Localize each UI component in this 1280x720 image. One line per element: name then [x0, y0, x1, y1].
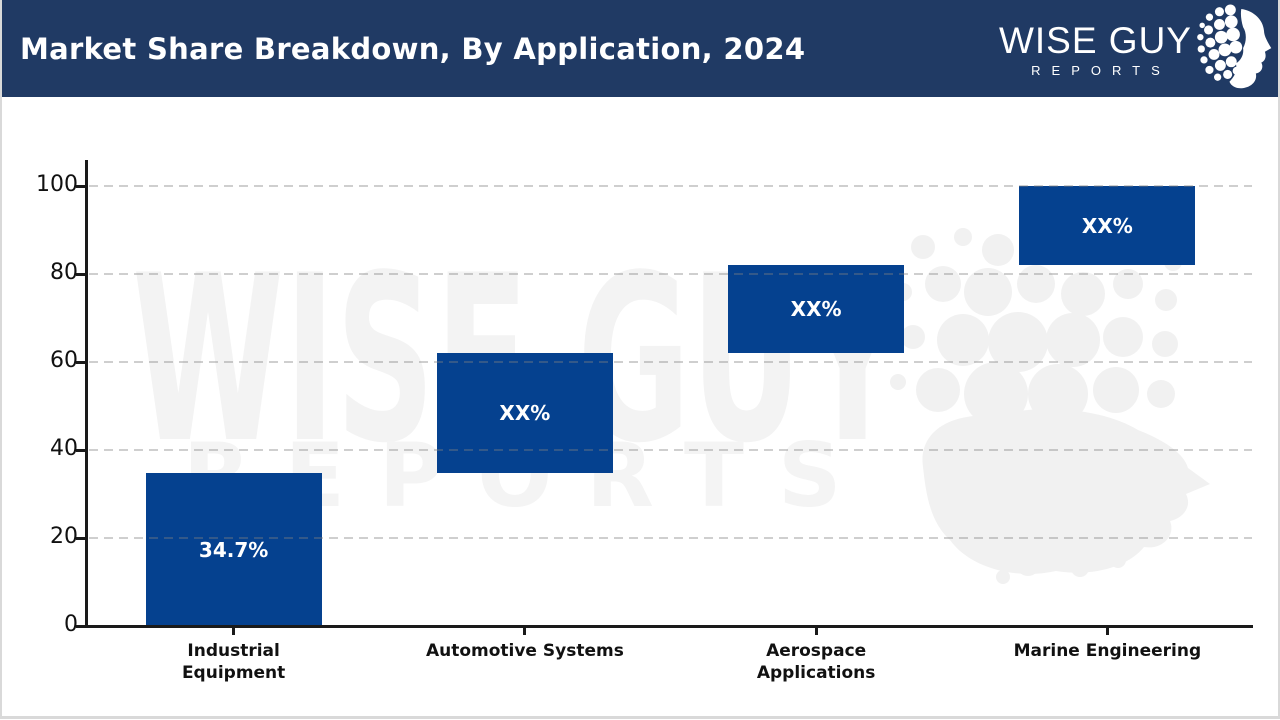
y-tick-label-80: 80 [50, 260, 78, 285]
y-tick-80 [76, 273, 85, 276]
gridline-40 [89, 449, 1252, 451]
bar-marine-engineering: XX% [1019, 186, 1196, 266]
x-tick-industrial-equipment [232, 627, 236, 635]
logo-name-text: WISE GUY [998, 19, 1192, 61]
y-tick-100 [76, 185, 85, 188]
wiseguy-logo: WISE GUY REPORTS [999, 3, 1274, 95]
y-tick-40 [76, 449, 85, 452]
bar-value-label: XX% [790, 297, 842, 322]
x-category-label-marine-engineering: Marine Engineering [1013, 641, 1202, 661]
y-tick-label-40: 40 [50, 436, 78, 461]
x-category-label-aerospace-applications: Aerospace Applications [756, 641, 876, 683]
gridline-20 [89, 537, 1252, 539]
bar-value-label: XX% [499, 401, 551, 426]
logo-sub-text: REPORTS [1031, 62, 1171, 78]
bar-industrial-equipment: 34.7% [145, 473, 322, 626]
bar-value-label: XX% [1081, 213, 1133, 238]
wiseguy-face-icon [1197, 4, 1272, 89]
logo-wordmark: WISE GUY REPORTS [998, 19, 1192, 78]
y-tick-0 [76, 625, 85, 628]
y-tick-label-20: 20 [50, 524, 78, 549]
header-bar: Market Share Breakdown, By Application, … [0, 0, 1280, 97]
x-tick-marine-engineering [1105, 627, 1109, 635]
gridline-100 [89, 185, 1252, 187]
x-tick-aerospace-applications [814, 627, 818, 635]
y-tick-label-100: 100 [36, 172, 78, 197]
y-tick-label-0: 0 [64, 612, 78, 637]
gridline-60 [89, 361, 1252, 363]
y-axis [85, 160, 88, 628]
x-category-label-automotive-systems: Automotive Systems [425, 641, 624, 661]
gridline-80 [89, 273, 1252, 275]
x-category-label-industrial-equipment: Industrial Equipment [181, 641, 286, 683]
y-tick-60 [76, 361, 85, 364]
y-tick-20 [76, 537, 85, 540]
x-axis [85, 625, 1253, 628]
y-tick-label-60: 60 [50, 348, 78, 373]
bar-aerospace-applications: XX% [728, 265, 905, 354]
bar-automotive-systems: XX% [436, 353, 613, 474]
bar-value-label: 34.7% [198, 537, 269, 562]
chart-title: Market Share Breakdown, By Application, … [20, 31, 806, 66]
x-tick-automotive-systems [523, 627, 527, 635]
